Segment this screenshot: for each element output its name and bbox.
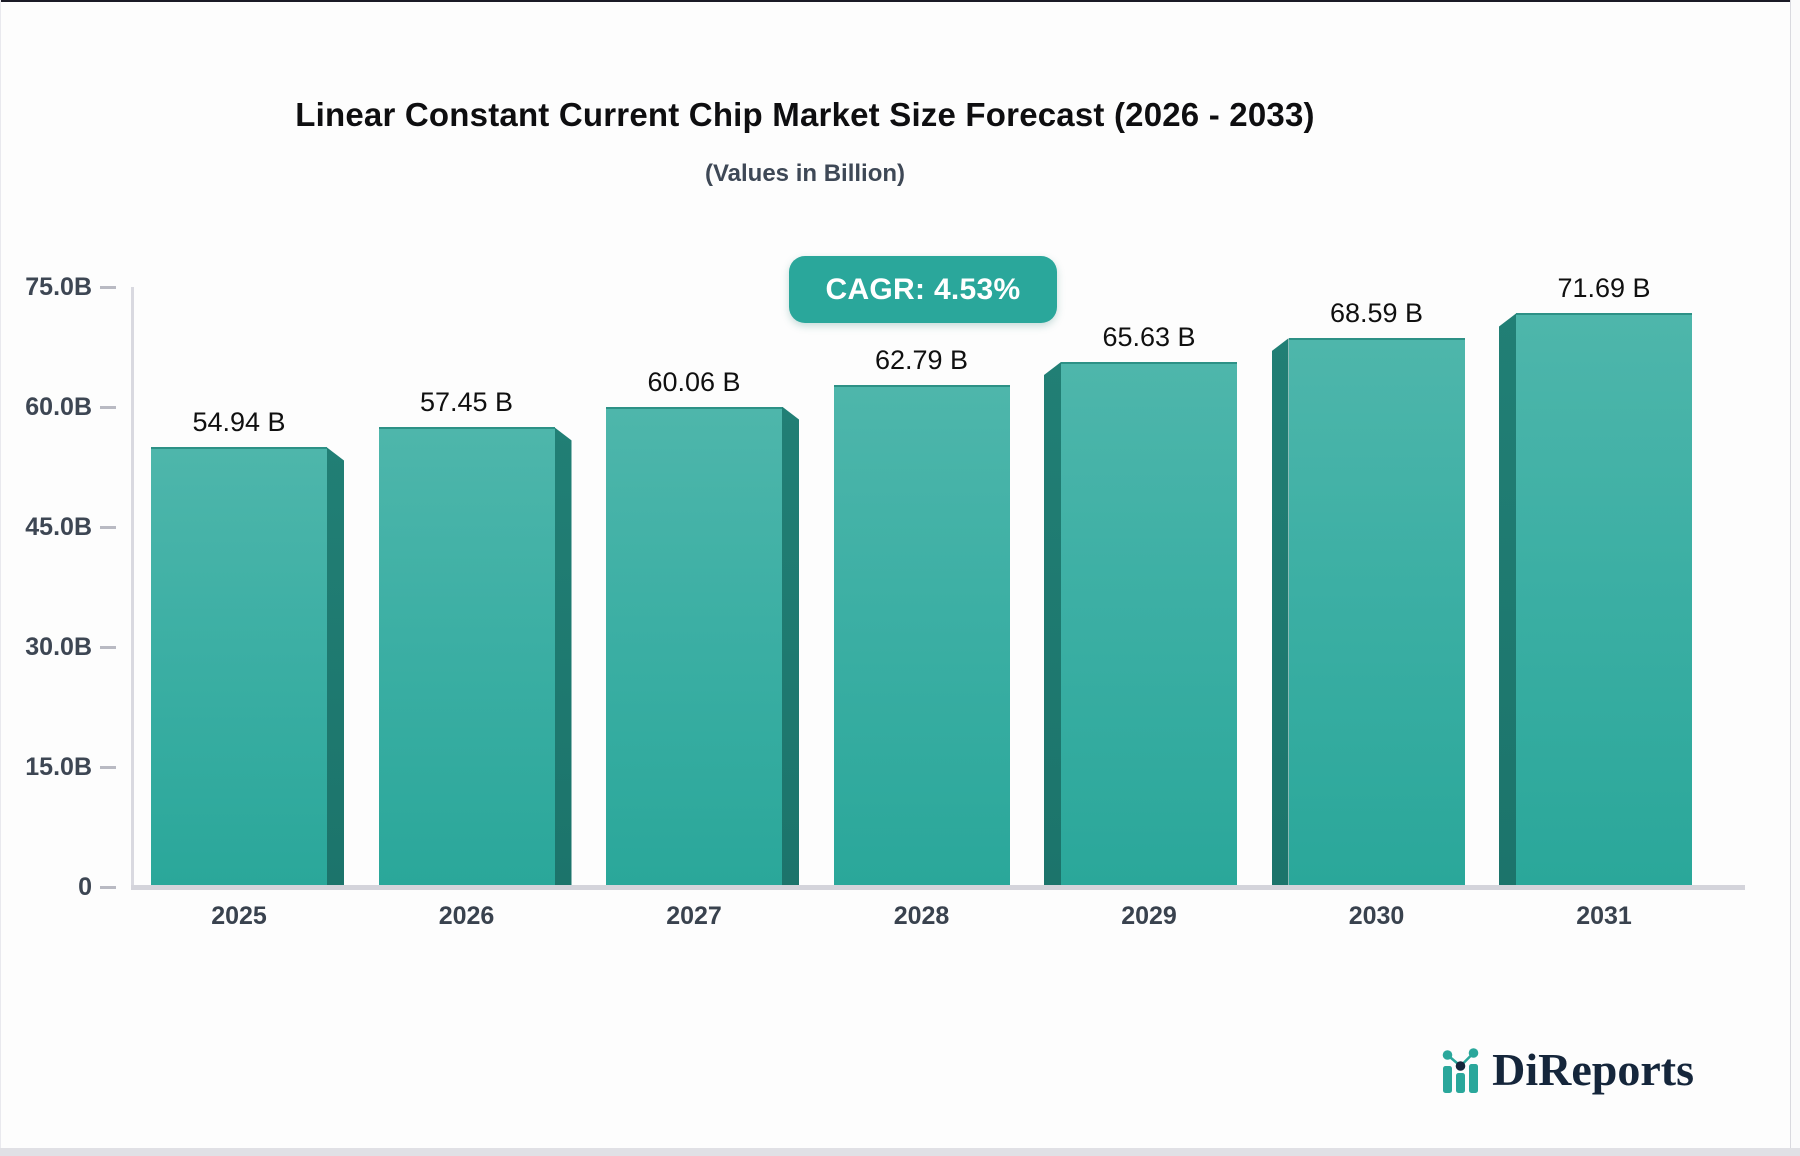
y-tick-label: 30.0B xyxy=(25,633,92,661)
chart-title: Linear Constant Current Chip Market Size… xyxy=(295,96,1315,133)
y-tick-mark xyxy=(100,886,116,889)
cagr-badge: CAGR: 4.53% xyxy=(789,256,1057,323)
x-tick-label-2029: 2029 xyxy=(1121,902,1177,930)
y-tick-mark xyxy=(100,646,116,649)
x-tick-label-2025: 2025 xyxy=(211,902,267,930)
bar-value-label: 71.69 B xyxy=(1557,273,1651,304)
bar-3d-side-2030 xyxy=(1271,338,1289,887)
bar-2029 xyxy=(1061,361,1237,887)
window-right-margin xyxy=(1791,0,1800,1156)
x-tick-label-2031: 2031 xyxy=(1576,902,1632,930)
bar-value-label: 62.79 B xyxy=(874,344,969,375)
bar-value-label: 65.63 B xyxy=(1102,321,1196,352)
cagr-badge-label: CAGR: 4.53% xyxy=(825,272,1021,306)
bar-2030 xyxy=(1288,338,1465,887)
bar-value-label: 68.59 B xyxy=(1329,298,1424,329)
x-axis-baseline xyxy=(131,885,1745,890)
x-tick-label-2027: 2027 xyxy=(666,902,722,930)
bar-3d-side-2031 xyxy=(1499,313,1516,887)
mini-bar-line-chart-icon xyxy=(1442,1048,1479,1093)
y-tick-mark xyxy=(100,526,116,529)
bar-3d-side-2027 xyxy=(782,406,799,887)
direports-logo-text: DiReports xyxy=(1492,1044,1694,1095)
bar-value-label: 57.45 B xyxy=(419,387,514,418)
window-right-edge xyxy=(1790,0,1791,1156)
y-axis-line xyxy=(131,287,134,888)
x-tick-label-2028: 2028 xyxy=(893,902,950,930)
x-tick-label-2030: 2030 xyxy=(1348,902,1405,930)
direports-logo: DiReports xyxy=(1440,1034,1694,1106)
bar-3d-side-2025 xyxy=(327,447,344,887)
window-left-edge xyxy=(0,0,1,1156)
bar-2027 xyxy=(606,406,782,887)
x-tick-label-2026: 2026 xyxy=(438,902,495,930)
y-tick-mark xyxy=(100,406,116,409)
y-tick-label: 0 xyxy=(78,873,92,901)
bar-2028 xyxy=(833,384,1010,887)
y-tick-mark xyxy=(100,766,116,769)
y-tick-label: 15.0B xyxy=(25,753,92,781)
bar-2026 xyxy=(378,427,555,887)
y-tick-label: 60.0B xyxy=(25,393,92,421)
window-top-edge xyxy=(0,0,1792,2)
y-tick-label: 45.0B xyxy=(25,513,92,541)
chart-subtitle: (Values in Billion) xyxy=(704,160,906,187)
y-tick-mark xyxy=(100,286,116,289)
bar-value-label: 60.06 B xyxy=(647,366,741,397)
bar-2025 xyxy=(151,447,327,887)
bar-value-label: 54.94 B xyxy=(192,407,286,438)
bar-3d-side-2029 xyxy=(1044,361,1061,887)
bar-3d-side-2026 xyxy=(554,427,572,887)
bar-2031 xyxy=(1516,313,1692,887)
window-bottom-edge xyxy=(0,1148,1800,1156)
y-tick-label: 75.0B xyxy=(25,273,92,301)
